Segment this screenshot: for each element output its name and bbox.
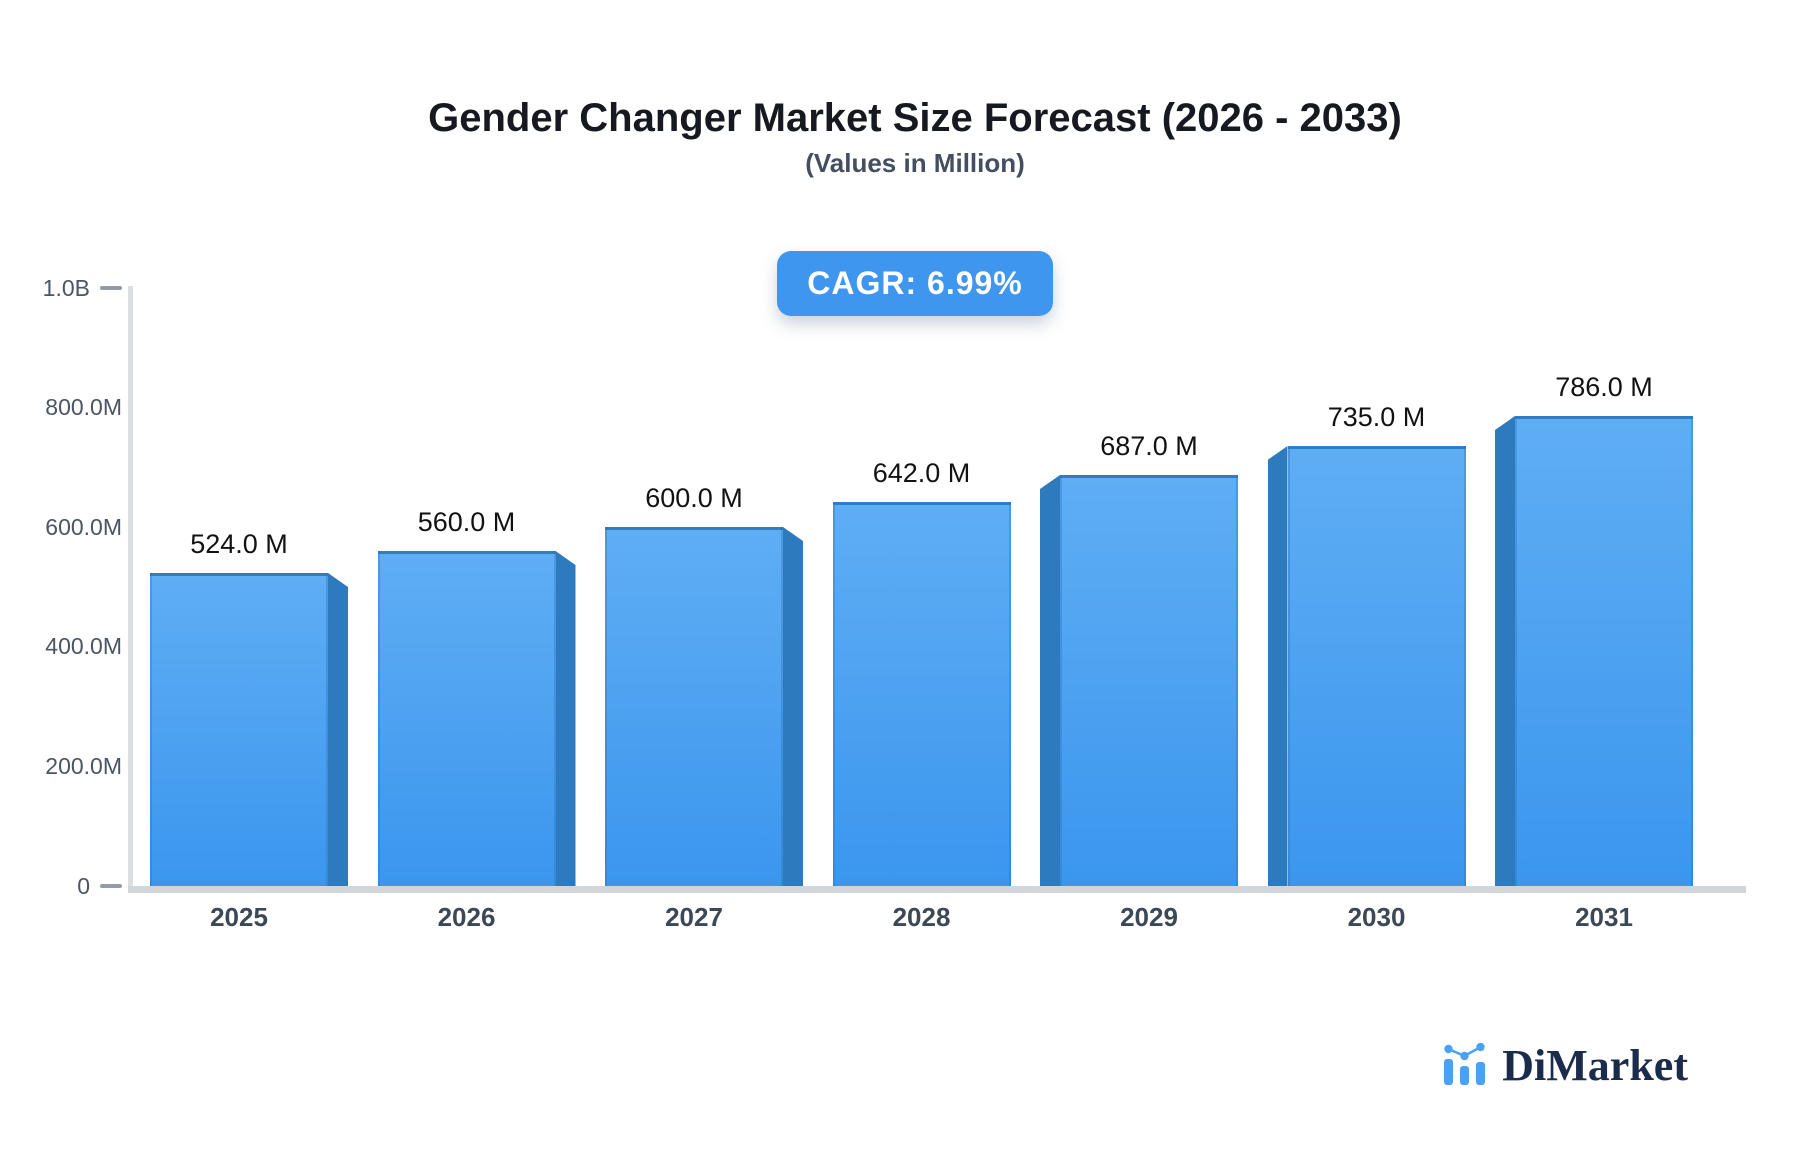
x-axis-category-label: 2026: [437, 902, 496, 932]
y-axis-tick: 1.0B: [0, 273, 122, 303]
y-axis-tick: 800.0M: [0, 393, 122, 423]
bar: [605, 527, 783, 886]
logo-text: DiMarket: [1502, 1041, 1688, 1090]
y-axis-tick-label: 600.0M: [45, 513, 122, 540]
y-axis-tick-label: 800.0M: [45, 394, 122, 421]
bar-value-label: 600.0 M: [645, 483, 743, 513]
y-axis-tick-label: 1.0B: [42, 274, 90, 301]
x-axis-category-label: 2028: [892, 902, 951, 932]
bar-value-label: 642.0 M: [872, 458, 971, 488]
bar-3d-side: [783, 527, 803, 886]
x-axis-category-label: 2029: [1120, 902, 1178, 932]
bar: [377, 551, 556, 886]
x-axis-baseline: [128, 886, 1746, 893]
bar-3d-side: [328, 573, 348, 886]
bar: [1287, 446, 1466, 886]
bar-3d-side: [555, 551, 576, 886]
chart-title: Gender Changer Market Size Forecast (202…: [428, 96, 1402, 140]
y-axis-tick-dash: [100, 286, 122, 290]
x-axis-category-label: 2025: [210, 902, 268, 932]
y-axis-tick-label: 0: [77, 872, 90, 899]
x-axis-category-label: 2031: [1575, 902, 1633, 932]
mini-bar-line-chart-icon: [1444, 1042, 1486, 1085]
bar-3d-side: [1267, 446, 1288, 886]
bar: [832, 502, 1011, 886]
bar-value-label: 786.0 M: [1555, 372, 1653, 402]
cagr-badge: CAGR: 6.99%: [777, 251, 1053, 316]
dimarket-logo: DiMarket: [1443, 1040, 1688, 1091]
chart-subtitle: (Values in Million): [805, 148, 1025, 178]
y-axis-tick: 0: [0, 871, 122, 901]
bar-value-label: 735.0 M: [1327, 402, 1426, 432]
bar-value-label: 524.0 M: [190, 529, 288, 559]
cagr-badge-wrap: CAGR: 6.99%: [15, 251, 1800, 316]
bar-3d-side: [1040, 475, 1060, 886]
bar-value-label: 560.0 M: [417, 507, 516, 537]
y-axis-tick: 600.0M: [0, 512, 122, 542]
y-axis-tick-dash: [100, 884, 122, 888]
y-axis-tick-label: 200.0M: [45, 752, 122, 779]
bar-value-label: 687.0 M: [1100, 431, 1198, 461]
y-axis-tick: 400.0M: [0, 632, 122, 662]
y-axis-tick-label: 400.0M: [45, 633, 122, 660]
y-axis-line: [128, 286, 133, 886]
bar: [1060, 475, 1238, 886]
bar: [1515, 416, 1693, 886]
bar: [150, 573, 328, 886]
x-axis-category-label: 2027: [665, 902, 723, 932]
y-axis-tick: 200.0M: [0, 751, 122, 781]
x-axis-category-label: 2030: [1347, 902, 1406, 932]
bar-3d-side: [1495, 416, 1515, 886]
